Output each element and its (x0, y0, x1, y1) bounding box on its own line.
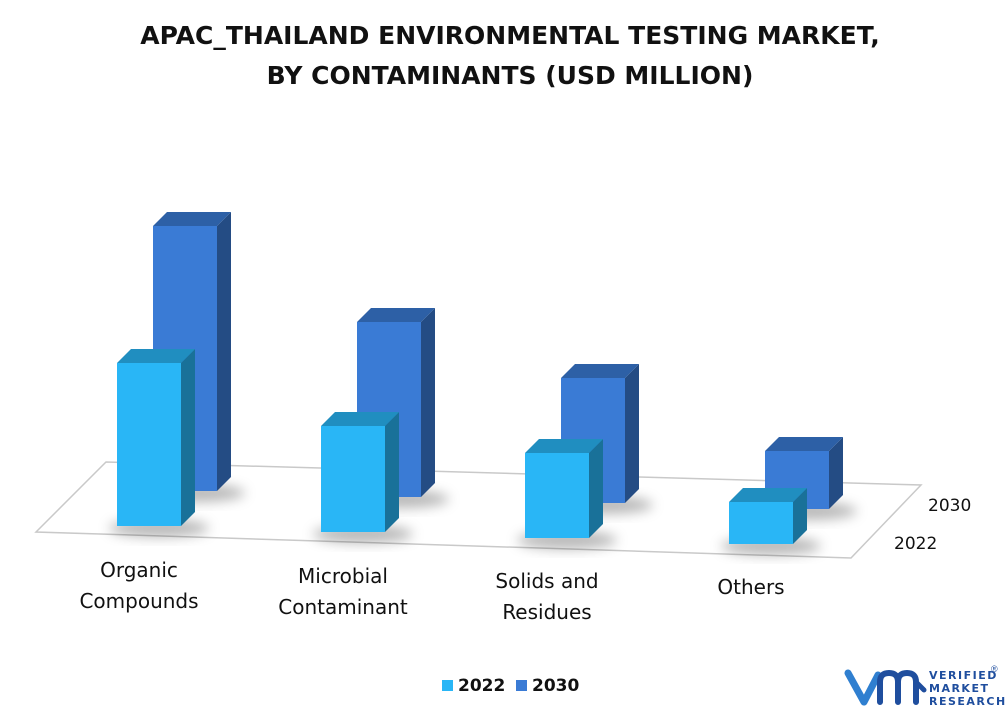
legend-swatch-2022 (442, 680, 453, 691)
bar-2022-solids-and-residues-side (589, 439, 603, 538)
bar-2030-others-top (765, 437, 843, 451)
chart-title-line-2: BY CONTAMINANTS (USD MILLION) (267, 61, 754, 90)
bar-2022-microbial-contaminant-front (321, 426, 385, 532)
bar-2030-microbial-contaminant-top (357, 308, 435, 322)
logo-text-research: RESEARCH (929, 695, 1007, 708)
bars (117, 212, 843, 544)
bar-2022-microbial-contaminant (321, 412, 399, 532)
bar-2022-microbial-contaminant-top (321, 412, 399, 426)
bar-2030-solids-and-residues-side (625, 364, 639, 503)
bar-2022-others-front (729, 502, 793, 544)
bar-2022-organic-compounds-side (181, 349, 195, 526)
bar-2030-solids-and-residues-top (561, 364, 639, 378)
bar-2030-microbial-contaminant-side (421, 308, 435, 497)
bar-2022-solids-and-residues-top (525, 439, 603, 453)
logo-text-market: MARKET (929, 682, 989, 695)
vmr-logo: VERIFIED MARKET RESEARCH ® (844, 664, 1007, 708)
logo-mark-r (913, 679, 927, 693)
legend: 2022 2030 (442, 676, 579, 696)
logo-mark-m (877, 669, 919, 705)
logo-mark-v (844, 669, 882, 706)
category-label-others: Others (717, 575, 784, 599)
legend-swatch-2030 (516, 680, 527, 691)
bar-2022-solids-and-residues (525, 439, 603, 538)
category-label-microbial-line-1: Microbial (298, 564, 388, 588)
legend-label-2022: 2022 (458, 676, 505, 696)
bar-2022-others (729, 488, 807, 544)
category-label-organic-line-1: Organic (100, 558, 178, 582)
depth-label-2022: 2022 (894, 534, 937, 554)
bar-2030-organic-compounds-side (217, 212, 231, 491)
category-label-microbial-line-2: Contaminant (278, 595, 408, 619)
logo-text-verified: VERIFIED (929, 669, 998, 682)
bar-2022-others-top (729, 488, 807, 502)
logo-registered-mark: ® (991, 664, 998, 674)
bar-2022-others-side (793, 488, 807, 544)
bar-2022-organic-compounds-top (117, 349, 195, 363)
legend-label-2030: 2030 (532, 676, 579, 696)
depth-label-2030: 2030 (928, 496, 971, 516)
chart-title-line-1: APAC_THAILAND ENVIRONMENTAL TESTING MARK… (140, 21, 879, 50)
category-label-organic-line-2: Compounds (79, 589, 198, 613)
bar-2022-microbial-contaminant-side (385, 412, 399, 532)
bar-2030-others-side (829, 437, 843, 509)
category-label-solids-line-2: Residues (502, 600, 591, 624)
bar-2030-organic-compounds-top (153, 212, 231, 226)
bar-2022-organic-compounds (117, 349, 195, 526)
category-label-solids-line-1: Solids and (495, 569, 598, 593)
bar-2022-organic-compounds-front (117, 363, 181, 526)
chart-floor (34, 461, 923, 559)
bar-2022-solids-and-residues-front (525, 453, 589, 538)
